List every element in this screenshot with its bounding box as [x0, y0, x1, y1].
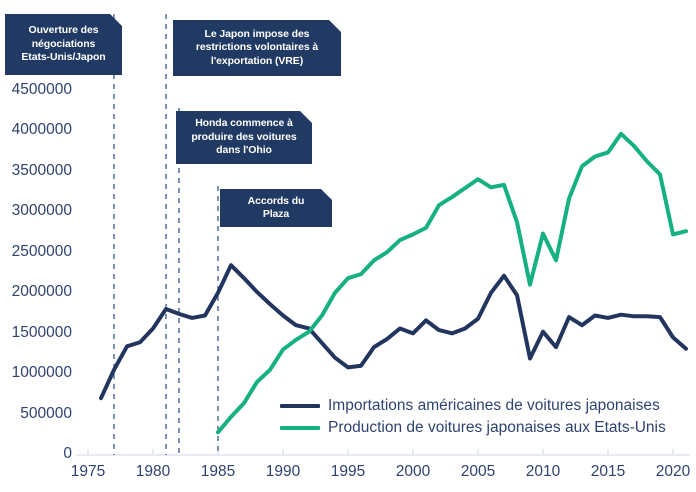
y-axis-tick-2500000: 2500000 — [11, 243, 72, 260]
annotation-accords-plaza: Accords du Plaza — [220, 189, 332, 227]
legend-label-production: Production de voitures japonaises aux Et… — [328, 419, 666, 436]
x-axis-tick-2005: 2005 — [460, 463, 496, 480]
annotation-line: restrictions volontaires à — [195, 41, 319, 54]
legend-item-production: Production de voitures japonaises aux Et… — [280, 419, 666, 437]
annotation-line: Honda commence à — [195, 117, 293, 130]
y-axis-tick-4500000: 4500000 — [11, 81, 72, 98]
x-axis-tick-2015: 2015 — [590, 463, 626, 480]
series-line-production — [216, 131, 688, 435]
legend-label-importations: Importations américaines de voitures jap… — [328, 397, 660, 414]
y-axis-tick-3500000: 3500000 — [11, 162, 72, 179]
event-marker-lines — [113, 14, 219, 455]
axis-lines — [76, 449, 690, 456]
y-axis-tick-2000000: 2000000 — [11, 283, 72, 300]
annotation-line: produire des voitures — [191, 130, 297, 143]
x-axis-tick-1980: 1980 — [135, 463, 171, 480]
y-axis-tick-1000000: 1000000 — [11, 364, 72, 381]
y-axis-tick-1500000: 1500000 — [11, 324, 72, 341]
annotation-restrictions-vre: Le Japon impose des restrictions volonta… — [173, 20, 341, 76]
y-axis-tick-0: 0 — [63, 445, 72, 462]
y-axis-tick-4000000: 4000000 — [11, 121, 72, 138]
chart-legend: Importations américaines de voitures jap… — [280, 397, 666, 437]
legend-swatch-importations — [280, 404, 320, 408]
x-axis-tick-1975: 1975 — [70, 463, 106, 480]
annotation-line: Ouverture des — [28, 24, 99, 37]
x-axis-tick-2010: 2010 — [525, 463, 561, 480]
annotation-line: Accords du — [247, 194, 305, 207]
x-axis-tick-1995: 1995 — [330, 463, 366, 480]
annotation-line: Etats-Unis/Japon — [21, 51, 106, 64]
legend-swatch-production — [280, 426, 320, 430]
annotation-line: Le Japon impose des — [204, 27, 310, 40]
x-axis-tick-2000: 2000 — [395, 463, 431, 480]
annotation-line: dans l'Ohio — [216, 144, 272, 157]
annotation-line: négociations — [31, 37, 96, 50]
x-axis-tick-2020: 2020 — [655, 463, 691, 480]
y-axis-tick-3000000: 3000000 — [11, 202, 72, 219]
x-axis-tick-1985: 1985 — [200, 463, 236, 480]
legend-item-importations: Importations américaines de voitures jap… — [280, 397, 666, 415]
annotation-line: Plaza — [262, 208, 290, 220]
annotation-line: l'exportation (VRE) — [210, 54, 304, 67]
series-line-importations — [99, 263, 688, 401]
annotation-ouverture-negociations: Ouverture des négociations Etats-Unis/Ja… — [5, 14, 122, 75]
y-axis-tick-500000: 500000 — [20, 405, 72, 422]
x-axis-tick-1990: 1990 — [265, 463, 301, 480]
annotation-honda-ohio: Honda commence à produire des voitures d… — [176, 111, 312, 164]
